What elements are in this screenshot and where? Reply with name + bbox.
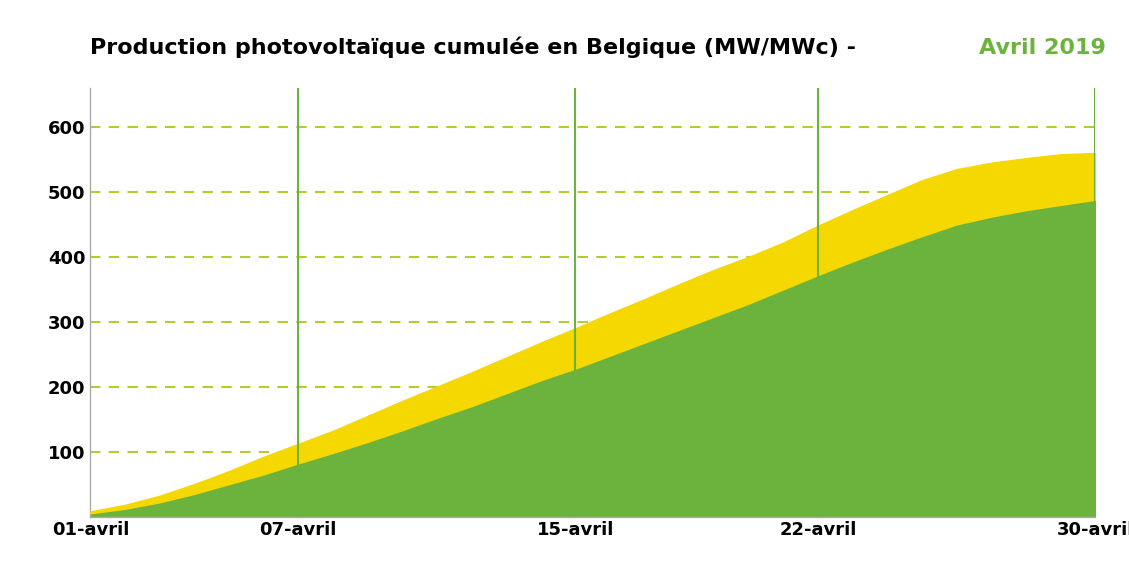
Text: Avril 2019: Avril 2019: [979, 38, 1105, 58]
Text: Production photovoltaïque cumulée en Belgique (MW/MWc) -: Production photovoltaïque cumulée en Bel…: [90, 36, 864, 58]
Text: vs: vs: [1124, 38, 1129, 58]
